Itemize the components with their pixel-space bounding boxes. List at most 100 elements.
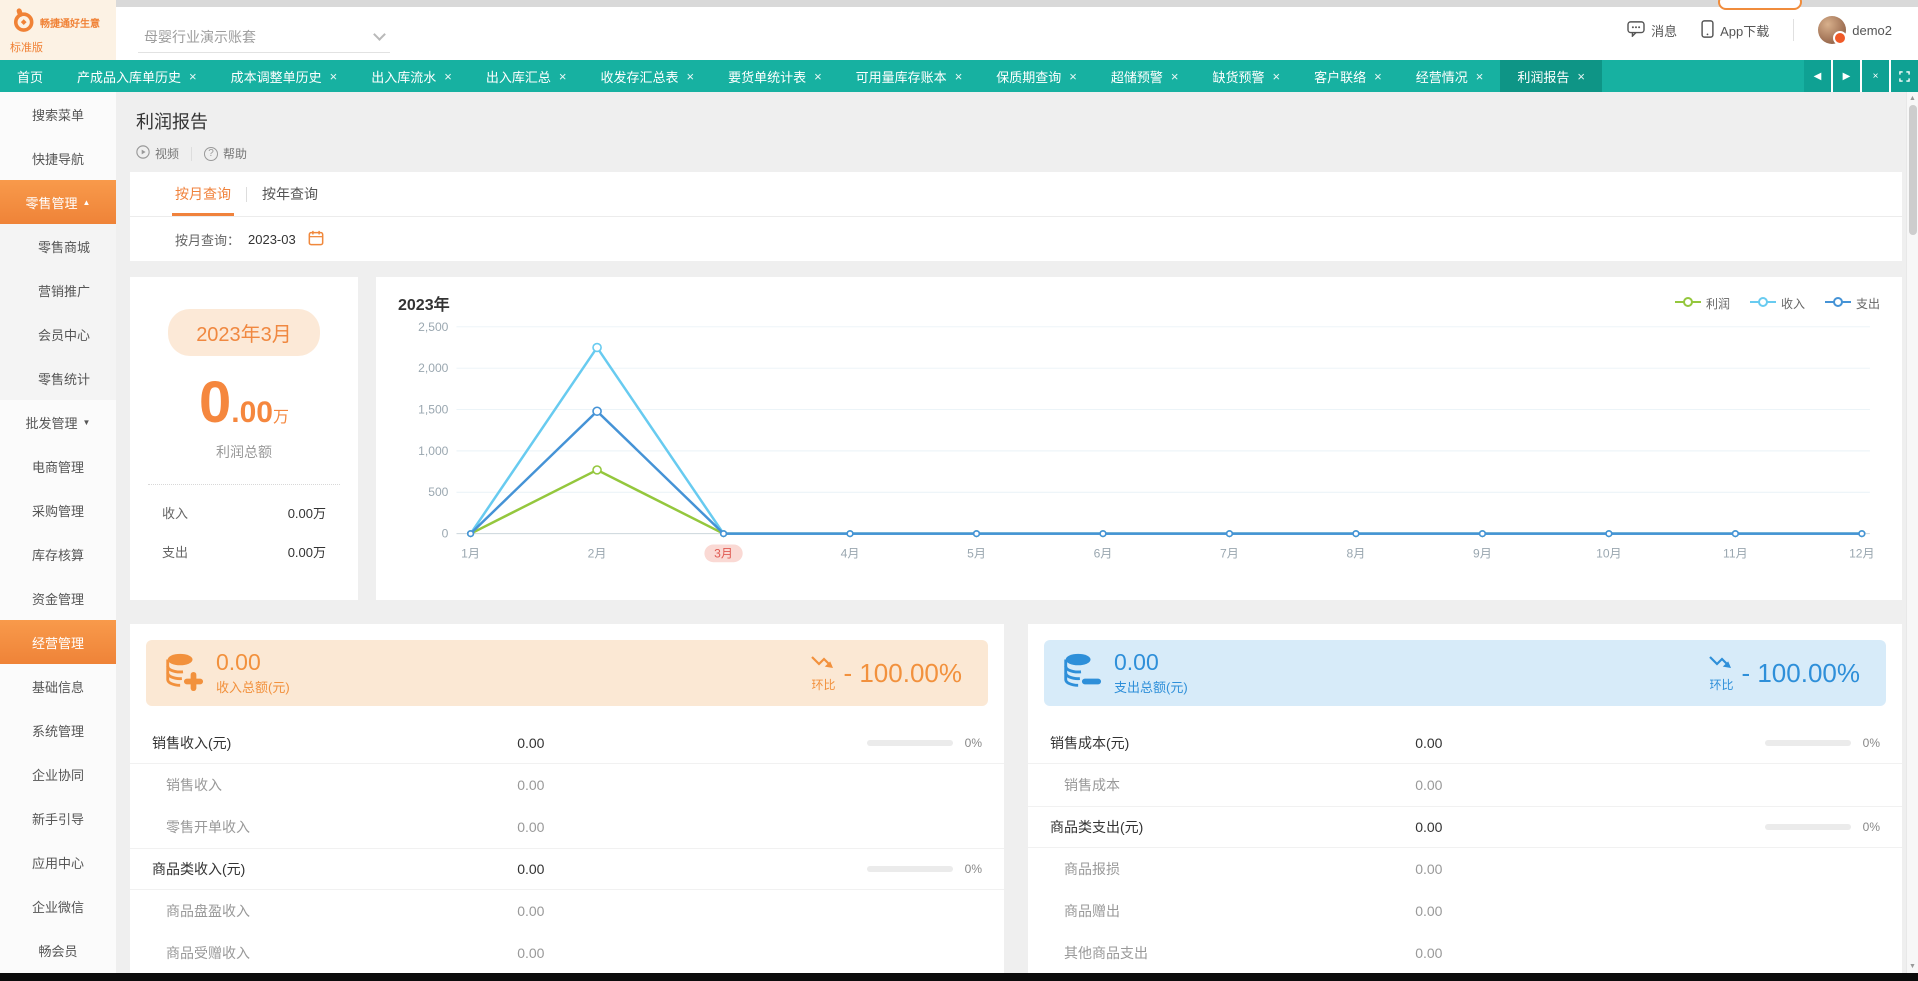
percent-label: 0% [964, 735, 982, 750]
legend-item-利润[interactable]: 利润 [1674, 295, 1730, 312]
tab-出入库汇总[interactable]: 出入库汇总 × [469, 60, 584, 92]
video-link[interactable]: 视频 [136, 145, 179, 162]
tab-超储预警[interactable]: 超储预警 × [1094, 60, 1196, 92]
tab-收发存汇总表[interactable]: 收发存汇总表 × [583, 60, 711, 92]
tab-客户联络[interactable]: 客户联络 × [1297, 60, 1399, 92]
tab-close-icon[interactable]: × [814, 68, 822, 84]
tab-经营情况[interactable]: 经营情况 × [1399, 60, 1501, 92]
row-label: 商品受赠收入 [166, 945, 250, 961]
tab-保质期查询[interactable]: 保质期查询 × [979, 60, 1094, 92]
table-row: 其他商品支出 0.00 [1028, 932, 1902, 974]
tabbar: 首页 产成品入库单历史 × 成本调整单历史 × 出入库流水 × 出入库汇总 × 收发存汇总表 × 要货… [0, 60, 1918, 92]
tab-close-icon[interactable]: × [189, 68, 197, 84]
svg-text:500: 500 [428, 485, 449, 499]
topbar-cutoff-pill-button[interactable] [1718, 0, 1802, 10]
tab-close-icon[interactable]: × [686, 68, 695, 84]
progress-bar [866, 739, 953, 746]
sidebar-item-零售管理[interactable]: 零售管理 ▲ [0, 180, 116, 224]
tabbar-scroll-right-icon[interactable]: ▶ [1833, 60, 1860, 92]
tabbar-close-all-icon[interactable]: × [1862, 60, 1889, 92]
calendar-icon[interactable] [308, 230, 324, 249]
tab-首页[interactable]: 首页 [0, 60, 60, 92]
sidebar-item-搜索菜单[interactable]: 搜索菜单 [0, 92, 116, 136]
video-play-icon [136, 145, 150, 162]
row-value: 0.00 [1415, 777, 1443, 793]
sidebar-item-库存核算[interactable]: 库存核算 [0, 532, 116, 576]
scrollbar-thumb[interactable] [1908, 105, 1917, 235]
tab-close-icon[interactable]: × [1475, 68, 1484, 84]
sidebar-subitem-零售统计[interactable]: 零售统计 [0, 356, 116, 400]
trend-label: 环比 [811, 677, 836, 692]
row-percent-group: 0% [1764, 736, 1880, 750]
sidebar-subitem-label: 营销推广 [37, 283, 90, 299]
tab-产成品入库单历史[interactable]: 产成品入库单历史 × [60, 60, 214, 92]
vertical-scrollbar[interactable]: ▲ ▼ [1906, 92, 1918, 973]
tab-close-icon[interactable]: × [444, 68, 452, 84]
tabbar-fullscreen-icon[interactable] [1891, 60, 1918, 92]
brand-logo-block[interactable]: 畅捷通好生意 标准版 [0, 0, 116, 60]
sidebar-item-电商管理[interactable]: 电商管理 [0, 444, 116, 488]
legend-item-支出[interactable]: 支出 [1824, 295, 1880, 312]
window-top-strip [116, 0, 1918, 7]
date-filter-value[interactable]: 2023-03 [248, 231, 296, 247]
sidebar-subitem-零售商城[interactable]: 零售商城 [0, 224, 116, 268]
table-row: 销售成本 0.00 [1028, 764, 1902, 806]
period-badge: 2023年3月 [168, 309, 320, 356]
table-row: 零售开单收入 0.00 [130, 806, 1004, 848]
sidebar-item-快捷导航[interactable]: 快捷导航 [0, 136, 116, 180]
sidebar-item-基础信息[interactable]: 基础信息 [0, 664, 116, 708]
sidebar-item-企业微信[interactable]: 企业微信 [0, 884, 116, 928]
row-label: 销售成本 [1064, 777, 1120, 793]
tab-close-icon[interactable]: × [954, 68, 963, 84]
tabbar-scroll-left-icon[interactable]: ◀ [1804, 60, 1831, 92]
tab-close-icon[interactable]: × [1069, 68, 1077, 84]
scrollbar-down-icon[interactable]: ▼ [1909, 963, 1916, 970]
sidebar-item-批发管理[interactable]: 批发管理 ▼ [0, 400, 116, 444]
sidebar-subitem-会员中心[interactable]: 会员中心 [0, 312, 116, 356]
tab-可用量库存账本[interactable]: 可用量库存账本 × [839, 60, 980, 92]
tab-label: 成本调整单历史 [230, 69, 322, 85]
messages-button[interactable]: 消息 [1627, 20, 1677, 40]
tab-close-icon[interactable]: × [558, 68, 567, 84]
tab-close-icon[interactable]: × [1577, 68, 1585, 84]
income-total-label: 收入总额(元) [216, 680, 290, 696]
app-download-button[interactable]: App下载 [1701, 19, 1769, 41]
sidebar-item-应用中心[interactable]: 应用中心 [0, 840, 116, 884]
tab-出入库流水[interactable]: 出入库流水 × [354, 60, 469, 92]
tab-close-icon[interactable]: × [1272, 68, 1281, 84]
video-label: 视频 [155, 147, 180, 161]
sidebar-item-系统管理[interactable]: 系统管理 [0, 708, 116, 752]
tab-label: 保质期查询 [996, 69, 1062, 85]
legend-item-收入[interactable]: 收入 [1749, 295, 1805, 312]
user-menu[interactable]: demo2 [1818, 16, 1892, 45]
line-chart[interactable]: 0 500 1,000 1,500 2,000 2,500 1月 2月 3月 4月 5月 6月 7月 8月… [398, 315, 1880, 577]
svg-text:2,000: 2,000 [418, 361, 449, 375]
sidebar-item-企业协同[interactable]: 企业协同 [0, 752, 116, 796]
tab-label: 利润报告 [1517, 69, 1570, 85]
query-tab-按年查询[interactable]: 按年查询 [262, 186, 318, 202]
tab-controls: ◀ ▶ × [1804, 60, 1918, 92]
sidebar-item-新手引导[interactable]: 新手引导 [0, 796, 116, 840]
tab-close-icon[interactable]: × [329, 68, 338, 84]
query-tab-按月查询[interactable]: 按月查询 [160, 172, 246, 216]
tab-利润报告[interactable]: 利润报告 × [1500, 60, 1602, 92]
sidebar-item-经营管理[interactable]: 经营管理 [0, 620, 116, 664]
help-link[interactable]: ? 帮助 [204, 145, 247, 162]
tab-缺货预警[interactable]: 缺货预警 × [1196, 60, 1298, 92]
tab-close-icon[interactable]: × [1374, 68, 1382, 84]
account-set-select[interactable]: 母婴行业演示账套 [138, 22, 390, 53]
sidebar-item-label: 基础信息 [31, 679, 84, 695]
sidebar-item-资金管理[interactable]: 资金管理 [0, 576, 116, 620]
sidebar-item-畅会员[interactable]: 畅会员 [0, 928, 116, 972]
scrollbar-up-icon[interactable]: ▲ [1909, 95, 1916, 102]
expense-total: 0.00 [1114, 648, 1159, 675]
svg-text:9月: 9月 [1473, 546, 1492, 560]
tab-要货单统计表[interactable]: 要货单统计表 × [711, 60, 839, 92]
sidebar-subitem-营销推广[interactable]: 营销推广 [0, 268, 116, 312]
tab-成本调整单历史[interactable]: 成本调整单历史 × [214, 60, 355, 92]
tab-close-icon[interactable]: × [1170, 68, 1179, 84]
expense-total-label: 支出总额(元) [1114, 680, 1188, 696]
legend-marker-icon [1674, 296, 1701, 310]
sidebar-item-采购管理[interactable]: 采购管理 [0, 488, 116, 532]
